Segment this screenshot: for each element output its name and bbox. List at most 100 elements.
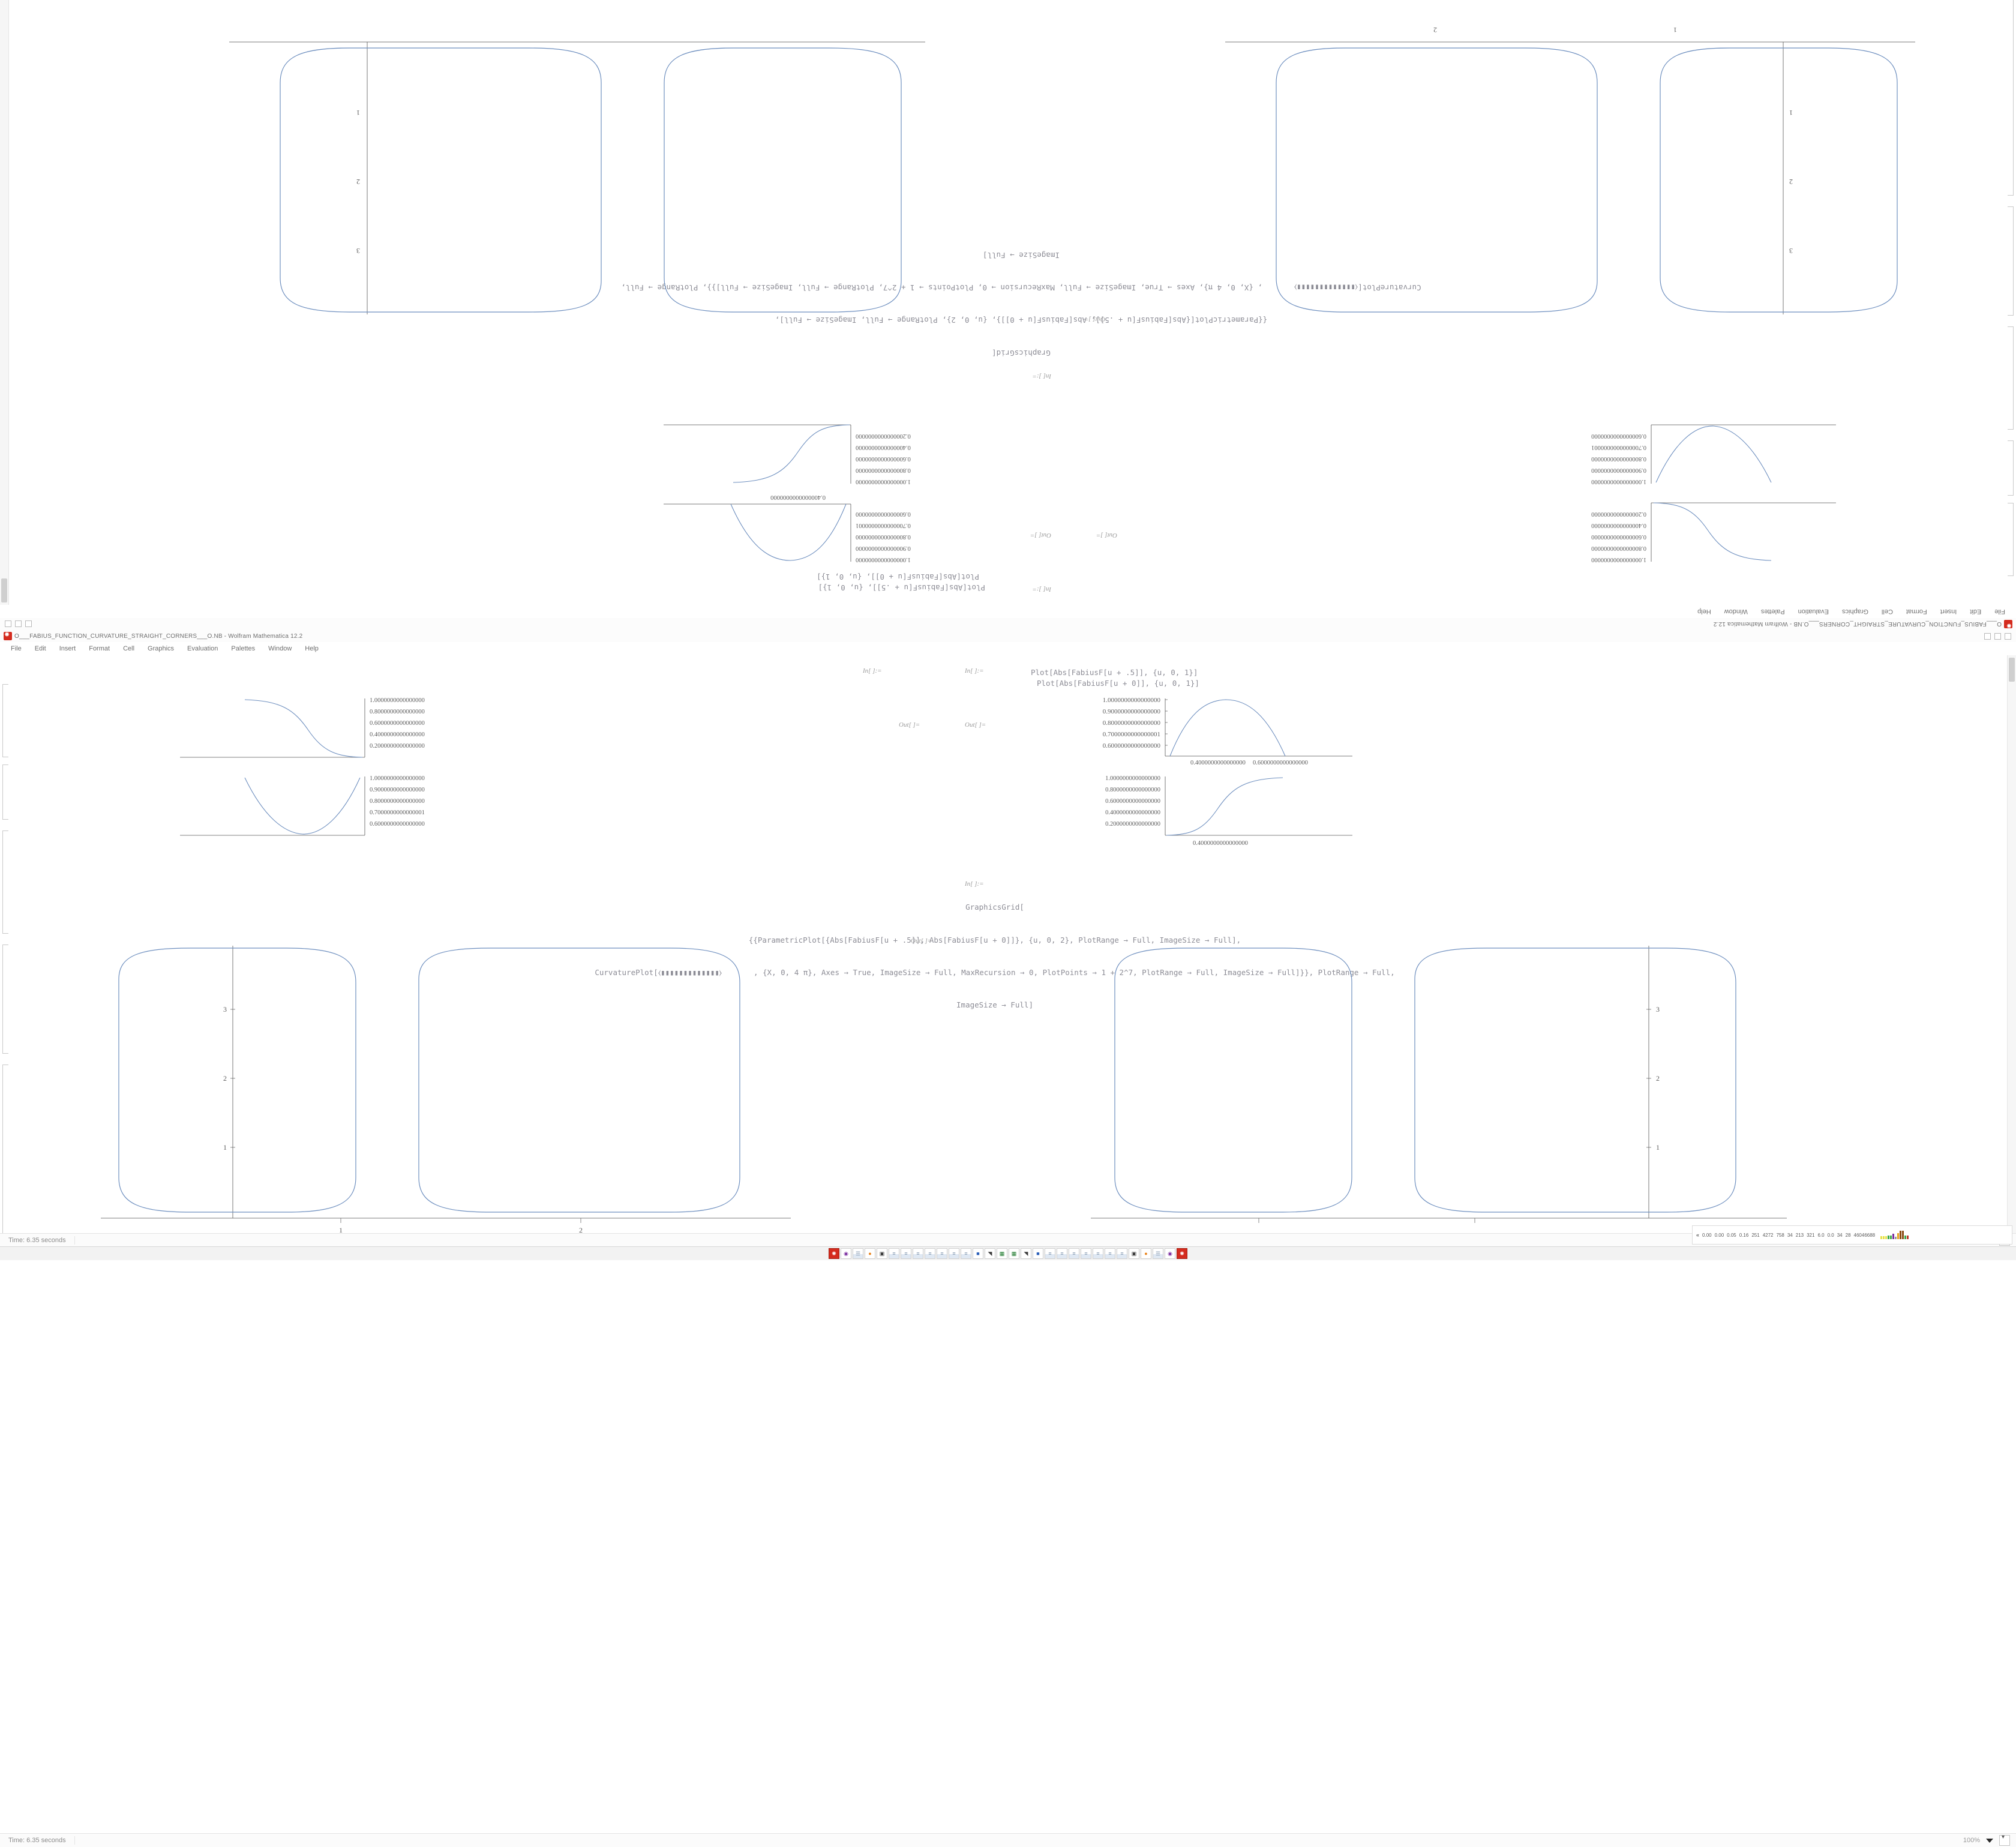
code-line[interactable]: GraphicsGrid[ xyxy=(992,348,1051,358)
notebook-window-icon[interactable]: ≡ xyxy=(1045,1248,1055,1259)
terminal-icon[interactable]: ▣ xyxy=(1129,1248,1139,1259)
window-buttons[interactable] xyxy=(1984,632,2016,640)
terminal-icon[interactable]: ▣ xyxy=(877,1248,887,1259)
save-disk-icon[interactable]: ■ xyxy=(1033,1248,1043,1259)
wolfram-spikey-icon[interactable]: ✺ xyxy=(1177,1248,1187,1259)
taskbar-tray[interactable]: ✺ ◉ ☰ ● ▣ ≡ ≡ ≡ ≡ ≡ ≡ ≡ ■ ◥ ▦ ▦ ◥ ■ ≡ ≡ … xyxy=(829,1248,1187,1259)
chart-parametric-loops-left[interactable]: 3 2 1 1 2 xyxy=(83,937,803,1240)
notebook-body[interactable]: In[ ]:= Plot[Abs[FabiusF[u + .5]], {u, 0… xyxy=(0,655,2016,1260)
code-line[interactable]: CurvaturePlot[⧼▮▮▮▮▮▮▮▮▮▮▮▮▮⧽ , {X, 0, 4… xyxy=(595,968,1395,977)
code-line[interactable]: Plot[Abs[FabiusF[u + .5]], {u, 0, 1}] xyxy=(818,583,985,592)
menu-palettes[interactable]: Palettes xyxy=(231,645,256,652)
chart-fabius-abs-plus-half-mirrored[interactable]: 1.0000000000000000 0.9000000000000000 0.… xyxy=(661,488,973,563)
cell-bracket[interactable] xyxy=(2008,503,2014,576)
chart-fabius-abs-plus-zero-mirrored[interactable]: 1.0000000000000000 0.8000000000000000 0.… xyxy=(661,404,973,485)
expand-caret-icon[interactable]: « xyxy=(1696,1232,1700,1238)
notebook-window-icon[interactable]: ≡ xyxy=(1093,1248,1103,1259)
cell-bracket[interactable] xyxy=(2,1065,8,1260)
cell-bracket[interactable] xyxy=(2,830,8,934)
maximize-button[interactable] xyxy=(1994,632,2001,640)
close-button[interactable] xyxy=(2005,632,2011,640)
menu-file-mirrored[interactable]: File xyxy=(1994,608,2005,615)
code-line[interactable]: GraphicsGrid[ xyxy=(965,902,1024,912)
status-right-group[interactable]: 100% xyxy=(1963,1834,2016,1846)
menu-palettes-mirrored[interactable]: Palettes xyxy=(1760,608,1785,615)
zoom-arrow-icon[interactable] xyxy=(1986,1838,1993,1843)
notebook-window-icon[interactable]: ≡ xyxy=(925,1248,935,1259)
code-line[interactable]: Plot[Abs[FabiusF[u + 0]], {u, 0, 1}] xyxy=(1037,679,1199,688)
cell-bracket[interactable] xyxy=(2008,0,2014,196)
cell-code[interactable]: Plot[Abs[FabiusF[u + .5]], {u, 0, 1}] Pl… xyxy=(1031,667,1955,689)
notebook-window-icon[interactable]: ≡ xyxy=(1117,1248,1127,1259)
code-line[interactable]: Plot[Abs[FabiusF[u + .5]], {u, 0, 1}] xyxy=(1031,668,1198,677)
menu-evaluation[interactable]: Evaluation xyxy=(187,645,218,652)
menu-bar-mirrored[interactable]: File Edit Insert Format Cell Graphics Ev… xyxy=(0,604,2016,618)
calculator-icon[interactable]: ▦ xyxy=(997,1248,1007,1259)
chart-parametric-loops-right[interactable]: 3 2 1 xyxy=(1079,937,1799,1240)
notebook-window-icon[interactable]: ≡ xyxy=(1069,1248,1079,1259)
maximize-button-mirrored[interactable] xyxy=(15,620,22,628)
chart-icon[interactable]: ◥ xyxy=(985,1248,995,1259)
document-icon[interactable]: ☰ xyxy=(1153,1248,1163,1259)
minimize-button[interactable] xyxy=(1984,632,1991,640)
zoom-dropdown-icon[interactable] xyxy=(1999,1834,2010,1846)
notebook-window-icon[interactable]: ≡ xyxy=(913,1248,923,1259)
cell-bracket[interactable] xyxy=(2,684,8,757)
notebook-window-icon[interactable]: ≡ xyxy=(937,1248,947,1259)
menu-graphics-mirrored[interactable]: Graphics xyxy=(1841,608,1868,615)
chart-fabius-trough-mirrored[interactable]: 1.0000000000000000 0.9000000000000000 0.… xyxy=(1525,404,1837,485)
browser-icon[interactable]: ◉ xyxy=(1165,1248,1175,1259)
code-line[interactable]: Plot[Abs[FabiusF[u + 0]], {u, 0, 1}] xyxy=(817,572,979,581)
cell-bracket[interactable] xyxy=(2,945,8,1054)
menu-help[interactable]: Help xyxy=(305,645,319,652)
notebook-window-icon[interactable]: ≡ xyxy=(1105,1248,1115,1259)
flame-icon[interactable]: ● xyxy=(1141,1248,1151,1259)
cell-bracket[interactable] xyxy=(2008,326,2014,430)
cell-code[interactable]: GraphicsGrid[ {{ParametricPlot[{Abs[Fabi… xyxy=(11,880,1979,1033)
zoom-level[interactable]: 100% xyxy=(1963,1837,1980,1844)
performance-monitor-bottom[interactable]: « 0.00 0.00 0.05 0.16 251 4272 758 34 21… xyxy=(1692,1225,2012,1245)
flame-icon[interactable]: ● xyxy=(865,1248,875,1259)
menu-cell[interactable]: Cell xyxy=(123,645,135,652)
menu-graphics[interactable]: Graphics xyxy=(148,645,175,652)
menu-edit[interactable]: Edit xyxy=(34,645,46,652)
document-icon[interactable]: ☰ xyxy=(853,1248,863,1259)
cell-bracket[interactable] xyxy=(2,764,8,820)
menu-edit-mirrored[interactable]: Edit xyxy=(1970,608,1982,615)
minimize-button-mirrored[interactable] xyxy=(25,620,32,628)
menu-evaluation-mirrored[interactable]: Evaluation xyxy=(1798,608,1829,615)
chart-fabius-abs-plus-zero[interactable]: 1.0000000000000000 0.8000000000000000 0.… xyxy=(1043,775,1355,856)
menu-help-mirrored[interactable]: Help xyxy=(1697,608,1711,615)
chart-fabius-descending-mirrored[interactable]: 1.0000000000000000 0.8000000000000000 0.… xyxy=(1525,488,1837,563)
scrollbar-thumb[interactable] xyxy=(2009,658,2015,682)
chart-fabius-abs-plus-half[interactable]: 1.0000000000000000 0.9000000000000000 0.… xyxy=(1043,697,1355,772)
calculator-icon[interactable]: ▦ xyxy=(1009,1248,1019,1259)
code-line[interactable]: {{ParametricPlot[{Abs[FabiusF[u + .5]], … xyxy=(748,935,1241,945)
menu-format-mirrored[interactable]: Format xyxy=(1906,608,1927,615)
taskbar[interactable]: ✺ ◉ ☰ ● ▣ ≡ ≡ ≡ ≡ ≡ ≡ ≡ ■ ◥ ▦ ▦ ◥ ■ ≡ ≡ … xyxy=(0,1246,2016,1260)
notebook-window-icon[interactable]: ≡ xyxy=(1081,1248,1091,1259)
notebook-window-icon[interactable]: ≡ xyxy=(961,1248,971,1259)
menu-window[interactable]: Window xyxy=(268,645,292,652)
notebook-window-icon[interactable]: ≡ xyxy=(1057,1248,1067,1259)
chart-fabius-descending[interactable]: 1.0000000000000000 0.8000000000000000 0.… xyxy=(179,697,491,772)
code-line[interactable]: ImageSize → Full] xyxy=(956,1000,1033,1010)
scrollbar-thumb-mirrored[interactable] xyxy=(1,578,7,602)
chart-icon[interactable]: ◥ xyxy=(1021,1248,1031,1259)
menu-window-mirrored[interactable]: Window xyxy=(1724,608,1748,615)
cell-code-mirrored[interactable]: Plot[Abs[FabiusF[u + .5]], {u, 0, 1}] Pl… xyxy=(61,571,985,593)
chart-fabius-trough[interactable]: 1.0000000000000000 0.9000000000000000 0.… xyxy=(179,775,491,856)
window-buttons-mirrored[interactable] xyxy=(0,620,32,628)
notebook-window-icon[interactable]: ≡ xyxy=(949,1248,959,1259)
wolfram-spikey-icon[interactable]: ✺ xyxy=(829,1248,839,1259)
close-button-mirrored[interactable] xyxy=(5,620,11,628)
save-disk-icon[interactable]: ■ xyxy=(973,1248,983,1259)
chart-parametric-loops-left-mirrored[interactable]: 3 2 1 1 2 xyxy=(1213,20,1933,323)
menu-insert[interactable]: Insert xyxy=(59,645,76,652)
menu-insert-mirrored[interactable]: Insert xyxy=(1940,608,1957,615)
browser-icon[interactable]: ◉ xyxy=(841,1248,851,1259)
cell-bracket[interactable] xyxy=(2008,440,2014,496)
notebook-body-mirrored[interactable]: In[ ]:= Plot[Abs[FabiusF[u + .5]], {u, 0… xyxy=(0,0,2016,605)
cell-bracket[interactable] xyxy=(2008,206,2014,316)
chart-parametric-loops-right-mirrored[interactable]: 3 2 1 xyxy=(217,20,937,323)
